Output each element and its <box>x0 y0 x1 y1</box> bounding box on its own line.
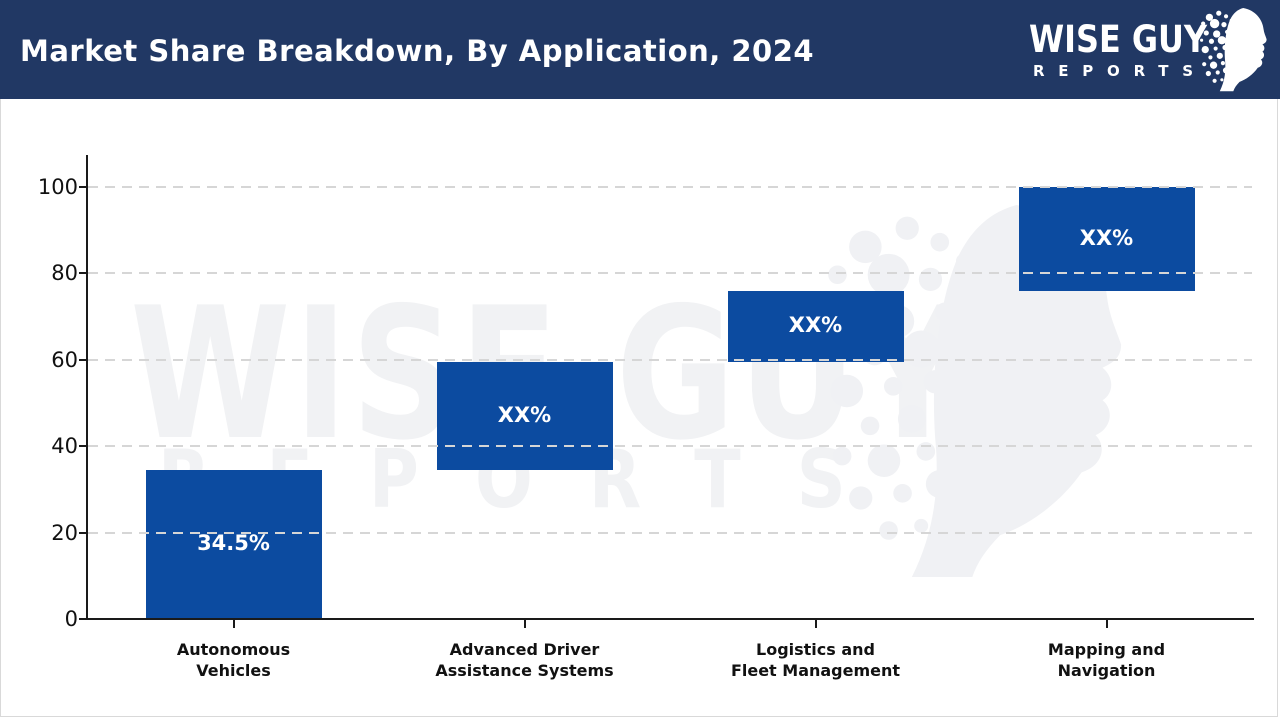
y-tick-label: 100 <box>37 175 78 199</box>
y-tick-mark <box>79 445 87 448</box>
x-category-label-line: Fleet Management <box>730 661 901 680</box>
x-tick-mark <box>814 620 817 628</box>
x-tick-mark <box>1105 620 1108 628</box>
bar-segment <box>727 290 904 362</box>
y-axis-line <box>86 155 88 620</box>
x-category-label: Logistics and Fleet Management <box>686 639 946 681</box>
gridline <box>88 358 1252 361</box>
x-category-label: Mapping and Navigation <box>977 639 1237 681</box>
x-tick-mark <box>232 620 235 628</box>
x-category-label-line: Advanced Driver <box>449 640 600 659</box>
y-tick-mark <box>79 531 87 534</box>
gridline <box>88 445 1252 448</box>
x-axis-line <box>86 618 1254 620</box>
y-tick-mark <box>79 358 87 361</box>
bar-value-label: 34.5% <box>197 531 270 556</box>
x-category-label: Autonomous Vehicles <box>104 639 364 681</box>
logo-reports-text: REPORTS <box>1033 62 1193 80</box>
y-tick-mark <box>79 186 87 188</box>
x-category-label-line: Mapping and <box>1047 640 1166 659</box>
y-tick-label: 40 <box>51 434 78 459</box>
x-category-label-line: Autonomous <box>176 640 291 659</box>
page-border-left <box>0 99 1 717</box>
page-title: Market Share Breakdown, By Application, … <box>20 34 815 68</box>
y-tick-label: 80 <box>51 261 78 286</box>
bar-value-label: XX% <box>497 402 552 427</box>
wiseguy-logo: WISE GUY REPORTS <box>1029 8 1267 92</box>
bar-segment <box>145 469 322 619</box>
gridline <box>88 186 1252 188</box>
bar-value-label: XX% <box>788 313 843 338</box>
x-category-label-line: Navigation <box>1057 661 1156 680</box>
x-category-label-line: Assistance Systems <box>435 661 614 680</box>
y-tick-label: 20 <box>51 520 78 545</box>
x-category-label: Advanced Driver Assistance Systems <box>395 639 655 681</box>
y-tick-label: 0 <box>64 607 78 631</box>
y-tick-mark <box>79 618 87 620</box>
y-tick-mark <box>79 272 87 275</box>
x-category-label-line: Logistics and <box>756 640 875 659</box>
page-border-bottom <box>0 716 1278 717</box>
logo-brand-text: WISE GUY <box>1029 18 1208 61</box>
logo-face-icon <box>1200 8 1267 92</box>
gridline <box>88 531 1252 534</box>
bar-segment <box>436 361 613 470</box>
bar-value-label: XX% <box>1079 225 1134 250</box>
header-bar: Market Share Breakdown, By Application, … <box>0 0 1280 99</box>
x-category-label-line: Vehicles <box>196 661 271 680</box>
gridline <box>88 272 1252 275</box>
x-tick-mark <box>523 620 526 628</box>
y-tick-label: 60 <box>51 347 78 372</box>
page-border-right <box>1277 99 1278 717</box>
